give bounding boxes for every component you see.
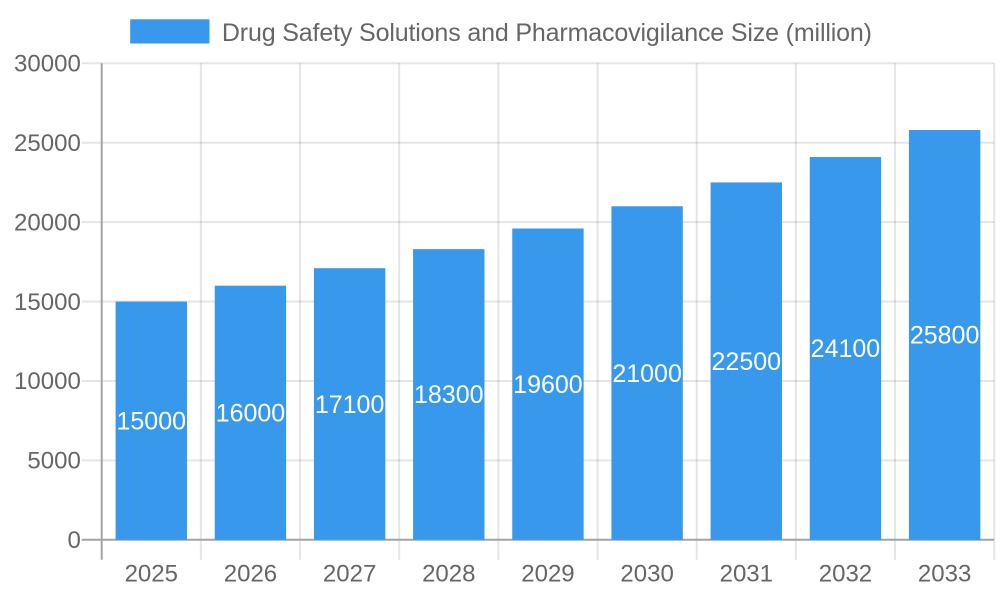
svg-text:24100: 24100 [811,335,881,363]
svg-text:18300: 18300 [414,381,484,409]
svg-text:0: 0 [67,527,80,554]
svg-text:5000: 5000 [27,448,80,475]
svg-text:20000: 20000 [14,209,81,236]
svg-text:2028: 2028 [422,561,475,588]
svg-text:22500: 22500 [712,348,782,376]
svg-text:16000: 16000 [216,399,286,427]
svg-text:2025: 2025 [125,561,178,588]
svg-text:2026: 2026 [224,561,277,588]
svg-text:25000: 25000 [14,130,81,157]
svg-text:19600: 19600 [513,371,583,399]
svg-text:15000: 15000 [14,289,81,316]
svg-text:15000: 15000 [117,407,187,435]
svg-text:2033: 2033 [918,561,971,588]
svg-text:2029: 2029 [521,561,574,588]
svg-text:Drug Safety Solutions and Phar: Drug Safety Solutions and Pharmacovigila… [222,19,872,47]
svg-text:21000: 21000 [612,360,682,388]
svg-text:2027: 2027 [323,561,376,588]
svg-text:2030: 2030 [620,561,673,588]
svg-text:10000: 10000 [14,368,81,395]
svg-text:30000: 30000 [14,51,81,78]
svg-text:2032: 2032 [819,561,872,588]
svg-text:25800: 25800 [910,322,980,350]
svg-text:2031: 2031 [720,561,773,588]
svg-text:17100: 17100 [315,391,385,419]
